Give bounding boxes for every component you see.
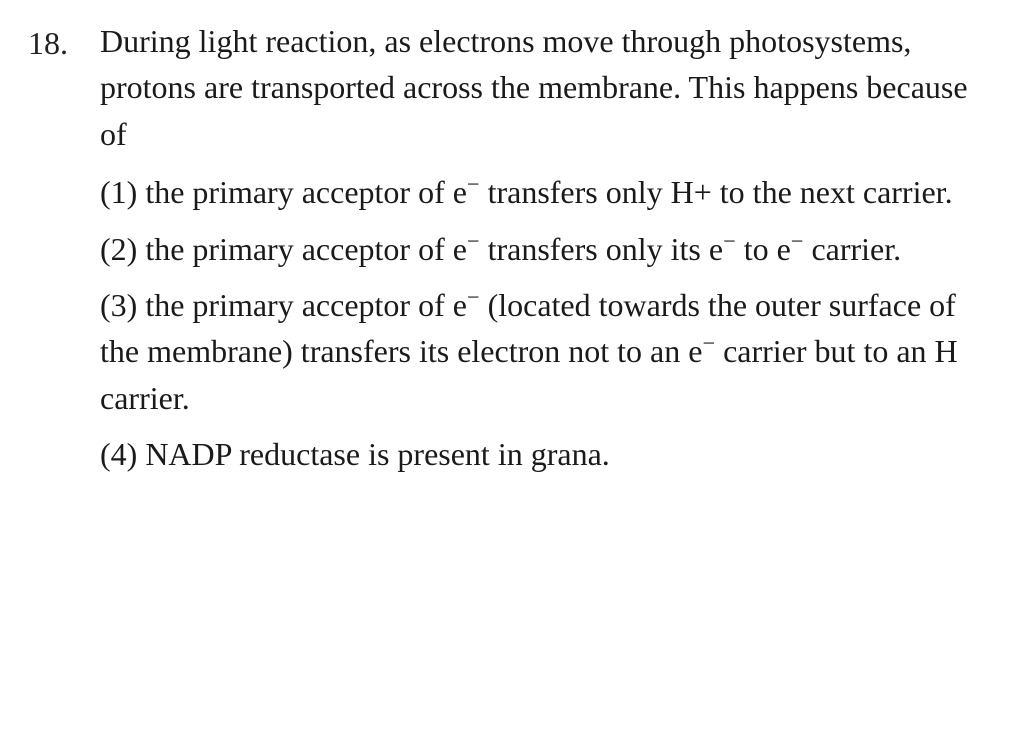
question-stem: During light reaction, as electrons move… xyxy=(100,18,1000,157)
question-number: 18. xyxy=(12,18,68,488)
question-body: During light reaction, as electrons move… xyxy=(100,18,1000,488)
option-4-label: (4) xyxy=(100,436,137,472)
option-3-label: (3) xyxy=(100,287,137,323)
option-3-text: the primary acceptor of e− (located towa… xyxy=(100,287,958,416)
option-1-label: (1) xyxy=(100,174,137,210)
option-3: (3) the primary acceptor of e− (located … xyxy=(100,282,1000,421)
option-1: (1) the primary acceptor of e− transfers… xyxy=(100,169,1000,215)
option-4-text: NADP reductase is present in grana. xyxy=(145,436,609,472)
option-1-text: the primary acceptor of e− transfers onl… xyxy=(145,174,952,210)
option-2-text: the primary acceptor of e− transfers onl… xyxy=(145,231,901,267)
option-2-label: (2) xyxy=(100,231,137,267)
question-block: 18. During light reaction, as electrons … xyxy=(12,18,1000,488)
option-2: (2) the primary acceptor of e− transfers… xyxy=(100,226,1000,272)
option-4: (4) NADP reductase is present in grana. xyxy=(100,431,1000,477)
